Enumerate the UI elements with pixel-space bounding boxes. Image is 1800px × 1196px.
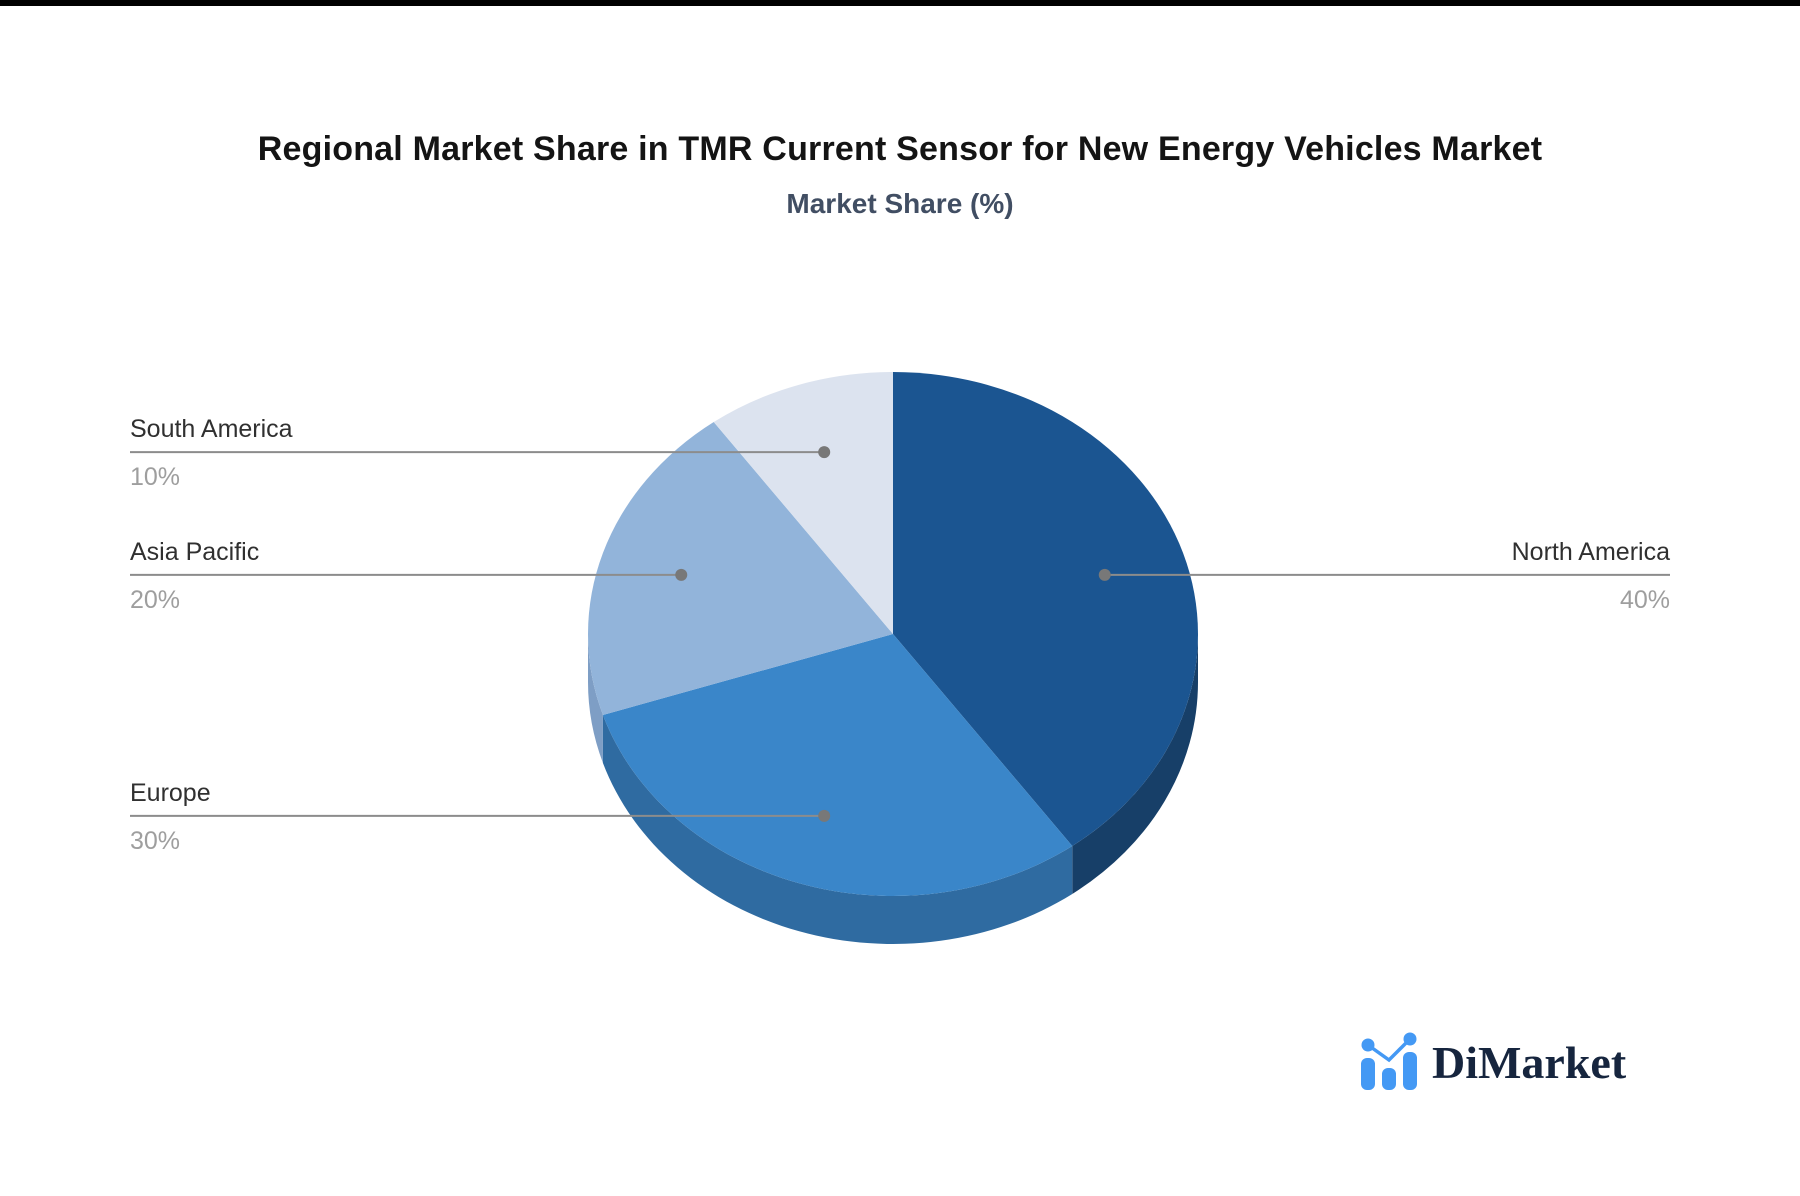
callout-label-asia-pacific: Asia Pacific [130,537,260,566]
icon-dot [1403,1032,1417,1046]
chart-title: Regional Market Share in TMR Current Sen… [257,130,1543,168]
callout-percent-south-america: 10% [130,463,181,492]
brand-name: DiMarket [1432,1037,1627,1088]
pie-slice-north-america[interactable] [893,372,1198,846]
bar-line-chart-icon [1361,1032,1417,1090]
callout-percent-europe: 30% [130,826,181,855]
callout-label-south-america: South America [130,415,293,444]
callout-label-europe: Europe [130,778,211,807]
leader-dot-europe [818,809,831,822]
callout-percent-asia-pacific: 20% [130,585,181,614]
pie-slice-south-america[interactable] [713,372,893,634]
brand-logo: DiMarket [1358,1032,1626,1094]
icon-trend-line [1366,1037,1412,1063]
pie-side-north-america [1072,634,1198,894]
callout-percent-north-america: 40% [1619,585,1670,614]
icon-dot [1361,1038,1375,1052]
window-top-border [0,0,1800,6]
leader-dot-north-america [1098,568,1111,581]
pie-side-europe [602,714,1073,944]
pie-slice-europe[interactable] [602,634,1073,896]
pie-side-asia-pacific [588,634,603,763]
icon-bar [1361,1058,1375,1090]
leader-dot-south-america [818,446,831,459]
pie-slice-asia-pacific[interactable] [588,422,893,715]
callout-label-north-america: North America [1511,537,1670,566]
icon-bar [1382,1068,1396,1090]
icon-bar [1403,1052,1417,1090]
chart-subtitle: Market Share (%) [786,188,1014,219]
leader-dot-asia-pacific [675,568,688,581]
